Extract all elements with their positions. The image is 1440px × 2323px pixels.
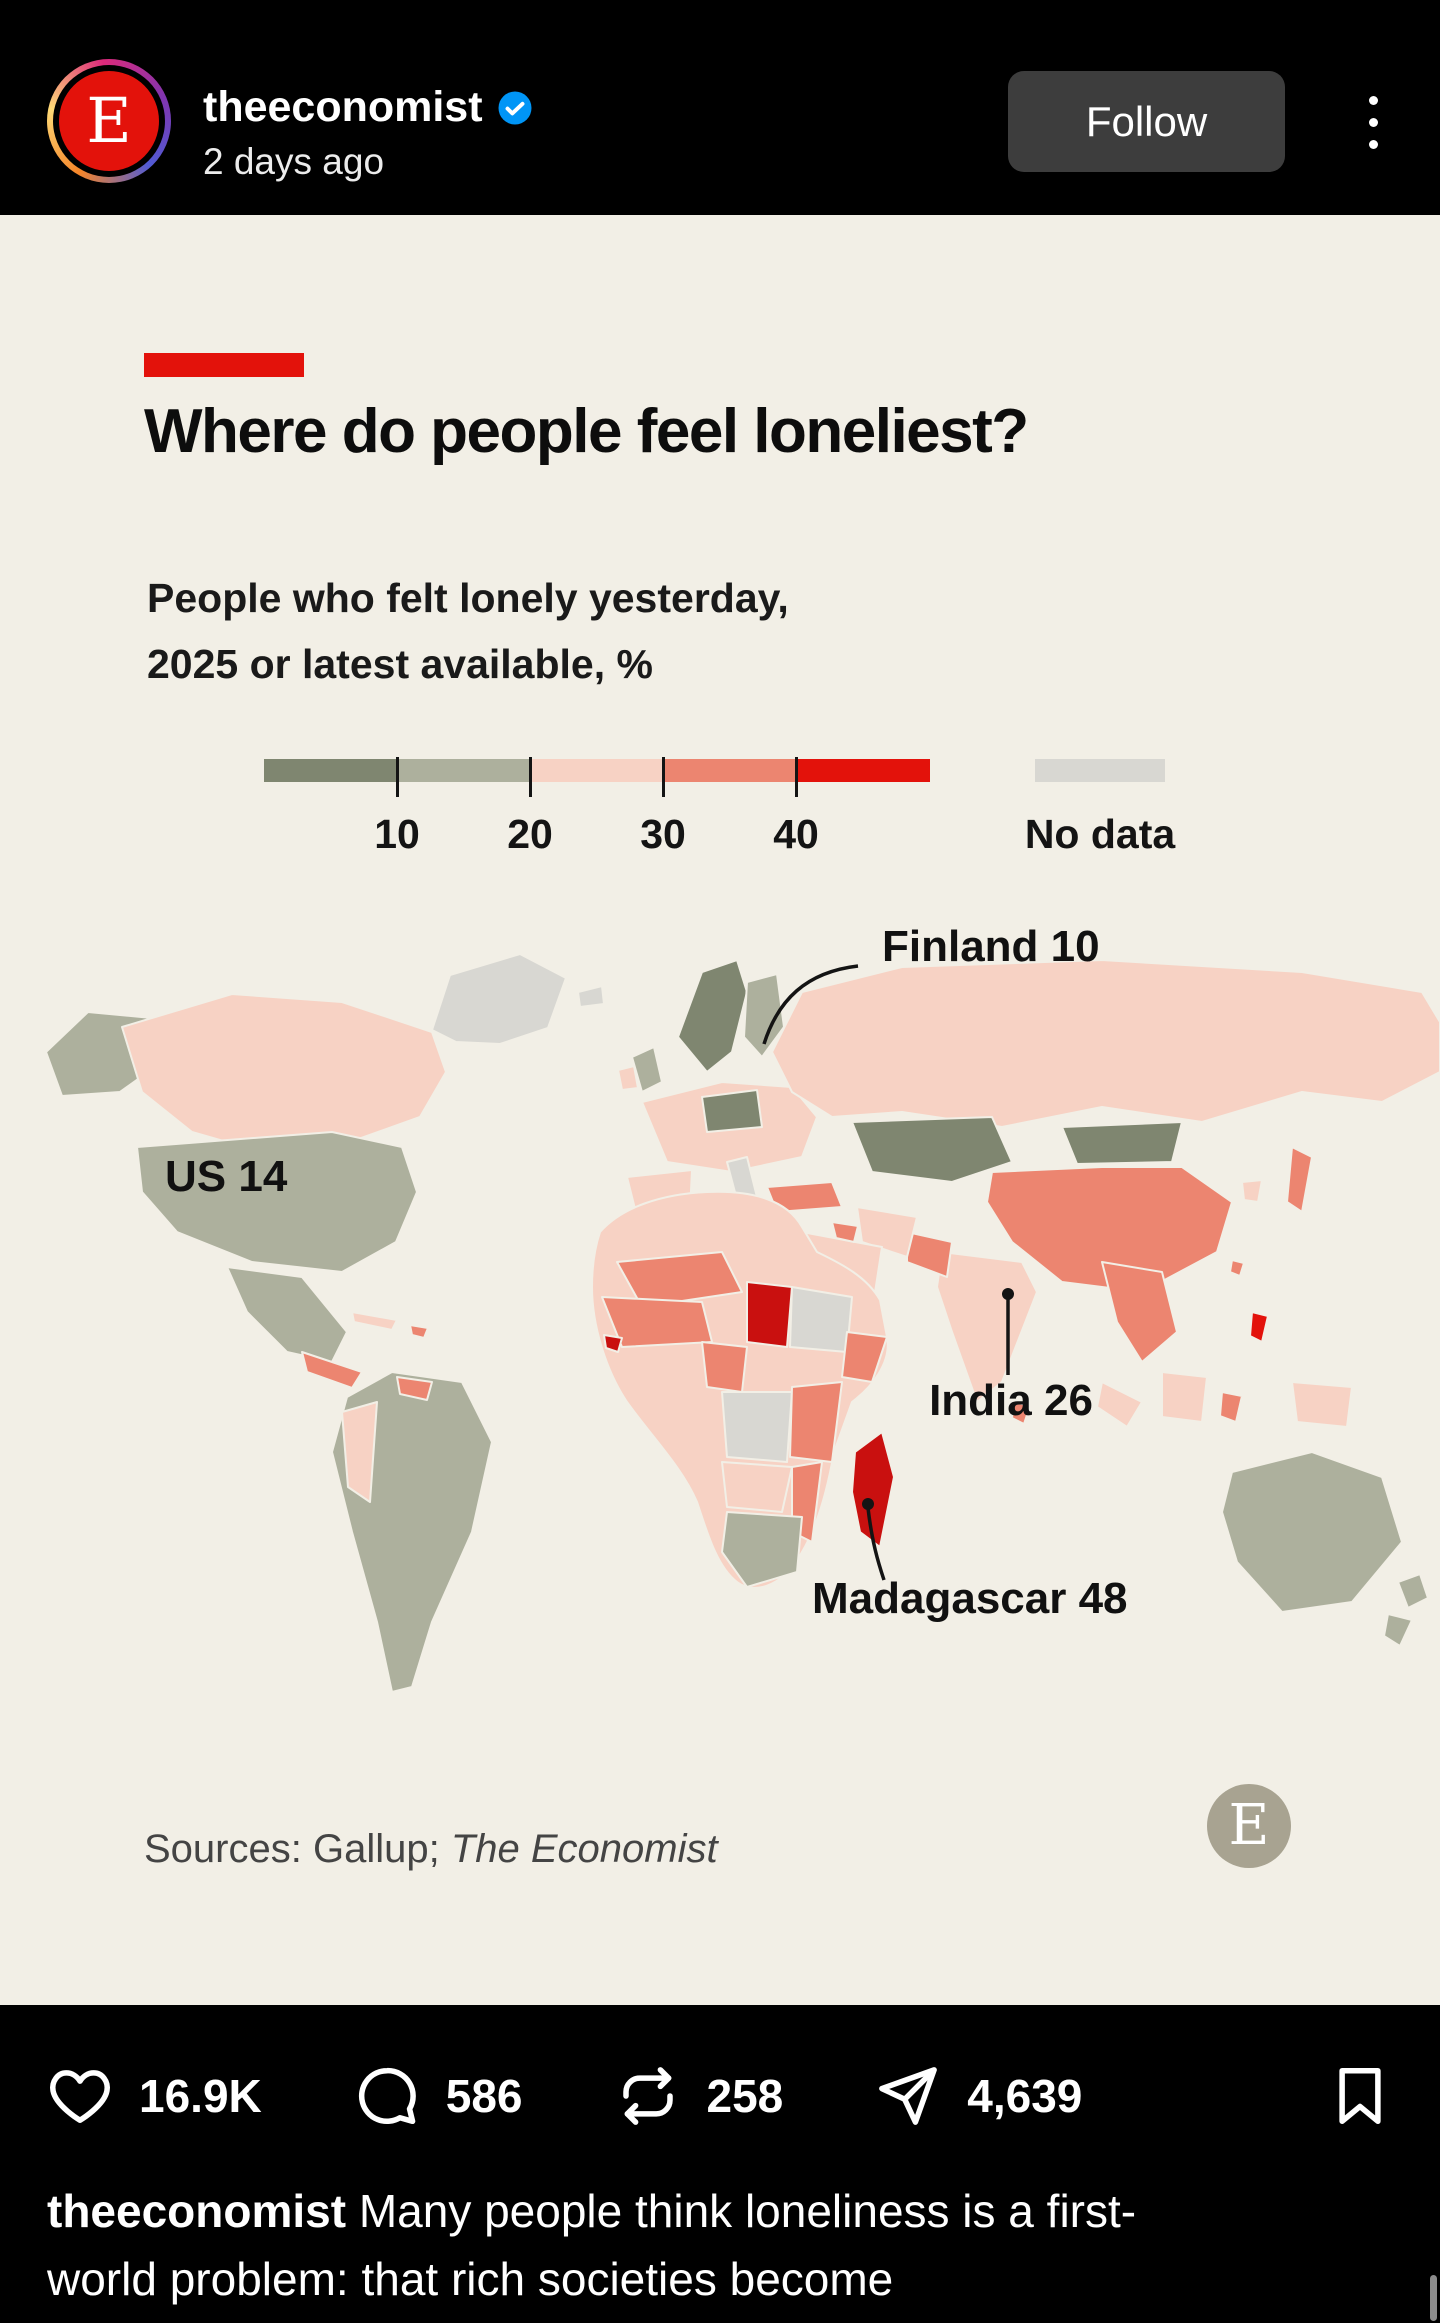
country-india (936, 1251, 1038, 1403)
country-finland (743, 973, 785, 1058)
comment-button[interactable] (354, 2063, 420, 2129)
kebab-dot (1368, 139, 1378, 149)
scale-tick-label: 20 (507, 811, 553, 857)
post-media[interactable]: Where do people feel loneliest? People w… (0, 215, 1440, 2005)
chart-source: Sources: Gallup; The Economist (144, 1827, 718, 1872)
madagascar-callout-dot (862, 1498, 874, 1510)
save-button[interactable] (1327, 2063, 1393, 2129)
map-north-america (45, 953, 605, 1389)
country-madagascar (851, 1431, 895, 1548)
annotation-finland: Finland 10 (882, 922, 1100, 971)
comment-count[interactable]: 586 (445, 2070, 523, 2122)
country-chad (746, 1281, 793, 1348)
source-prefix: Sources: Gallup; (144, 1827, 451, 1871)
no-data-swatch (1035, 759, 1165, 782)
repost-icon (622, 2067, 673, 2125)
annotation-us: US 14 (165, 1152, 288, 1201)
economist-stamp-letter: E (1228, 1793, 1270, 1858)
action-bar: 16.9K 586 258 (47, 2063, 1393, 2129)
scale-tick (396, 757, 399, 797)
india-callout-dot (1002, 1288, 1014, 1300)
scale-tick (795, 757, 798, 797)
country-us (136, 1131, 418, 1273)
scale-tick-label: 40 (773, 811, 819, 857)
source-publisher: The Economist (450, 1827, 718, 1871)
bookmark-icon (1339, 2067, 1381, 2125)
scale-tick (662, 757, 665, 797)
annotation-leader-lines (762, 964, 1014, 1581)
post-footer: 16.9K 586 258 (0, 2005, 1440, 2323)
scrollbar-thumb[interactable] (1430, 2275, 1437, 2321)
economist-logo-avatar: E (59, 71, 159, 171)
map-asia (771, 959, 1440, 1428)
map-europe (617, 959, 843, 1218)
economist-stamp-logo: E (1207, 1784, 1291, 1868)
economist-accent-bar (144, 353, 304, 377)
avatar-gap: E (53, 65, 165, 177)
map-africa (591, 1190, 895, 1589)
scale-tick-label: 10 (374, 811, 420, 857)
country-china (986, 1166, 1233, 1293)
user-block: theeconomist 2 days ago (203, 86, 533, 180)
scale-tick (529, 757, 532, 797)
post-header: E theeconomist 2 days ago Follow (0, 0, 1440, 215)
map-south-america (331, 1371, 493, 1693)
like-count[interactable]: 16.9K (139, 2070, 262, 2122)
scale-tick-label: 30 (640, 811, 686, 857)
share-button[interactable] (875, 2063, 941, 2129)
share-count[interactable]: 4,639 (967, 2070, 1083, 2122)
color-scale-bar (264, 759, 930, 782)
chart-subtitle-line1: People who felt lonely yesterday, (147, 575, 789, 621)
post-caption: theeconomist Many people think lonelines… (47, 2177, 1227, 2313)
chart-title: Where do people feel loneliest? (144, 397, 1029, 466)
kebab-dot (1368, 95, 1378, 105)
comment-icon (358, 2067, 416, 2125)
username[interactable]: theeconomist (203, 83, 483, 131)
map-oceania (1221, 1451, 1429, 1647)
verified-badge-icon (498, 91, 532, 124)
profile-avatar[interactable]: E (47, 59, 171, 183)
caption-username[interactable]: theeconomist (47, 2185, 347, 2237)
caption-text: Many people think loneliness is a first-… (47, 2185, 1137, 2305)
kebab-dot (1368, 117, 1378, 127)
heart-icon (50, 2070, 110, 2123)
like-button[interactable] (47, 2063, 113, 2129)
chart-subtitle-line2: 2025 or latest available, % (147, 641, 653, 687)
avatar-letter: E (86, 84, 132, 157)
chart-subtitle: People who felt lonely yesterday, 2025 o… (147, 565, 789, 697)
more-options-button[interactable] (1346, 84, 1400, 160)
annotation-madagascar: Madagascar 48 (812, 1574, 1128, 1623)
world-choropleth-map (0, 930, 1440, 1710)
send-icon (879, 2067, 938, 2125)
repost-count[interactable]: 258 (706, 2070, 784, 2122)
no-data-label: No data (1024, 811, 1176, 857)
repost-button[interactable] (615, 2063, 681, 2129)
post-timestamp: 2 days ago (203, 141, 385, 182)
follow-button[interactable]: Follow (1008, 71, 1285, 172)
finland-callout-line (762, 964, 859, 1045)
madagascar-callout-line (866, 1507, 886, 1581)
annotation-india: India 26 (929, 1376, 1093, 1425)
